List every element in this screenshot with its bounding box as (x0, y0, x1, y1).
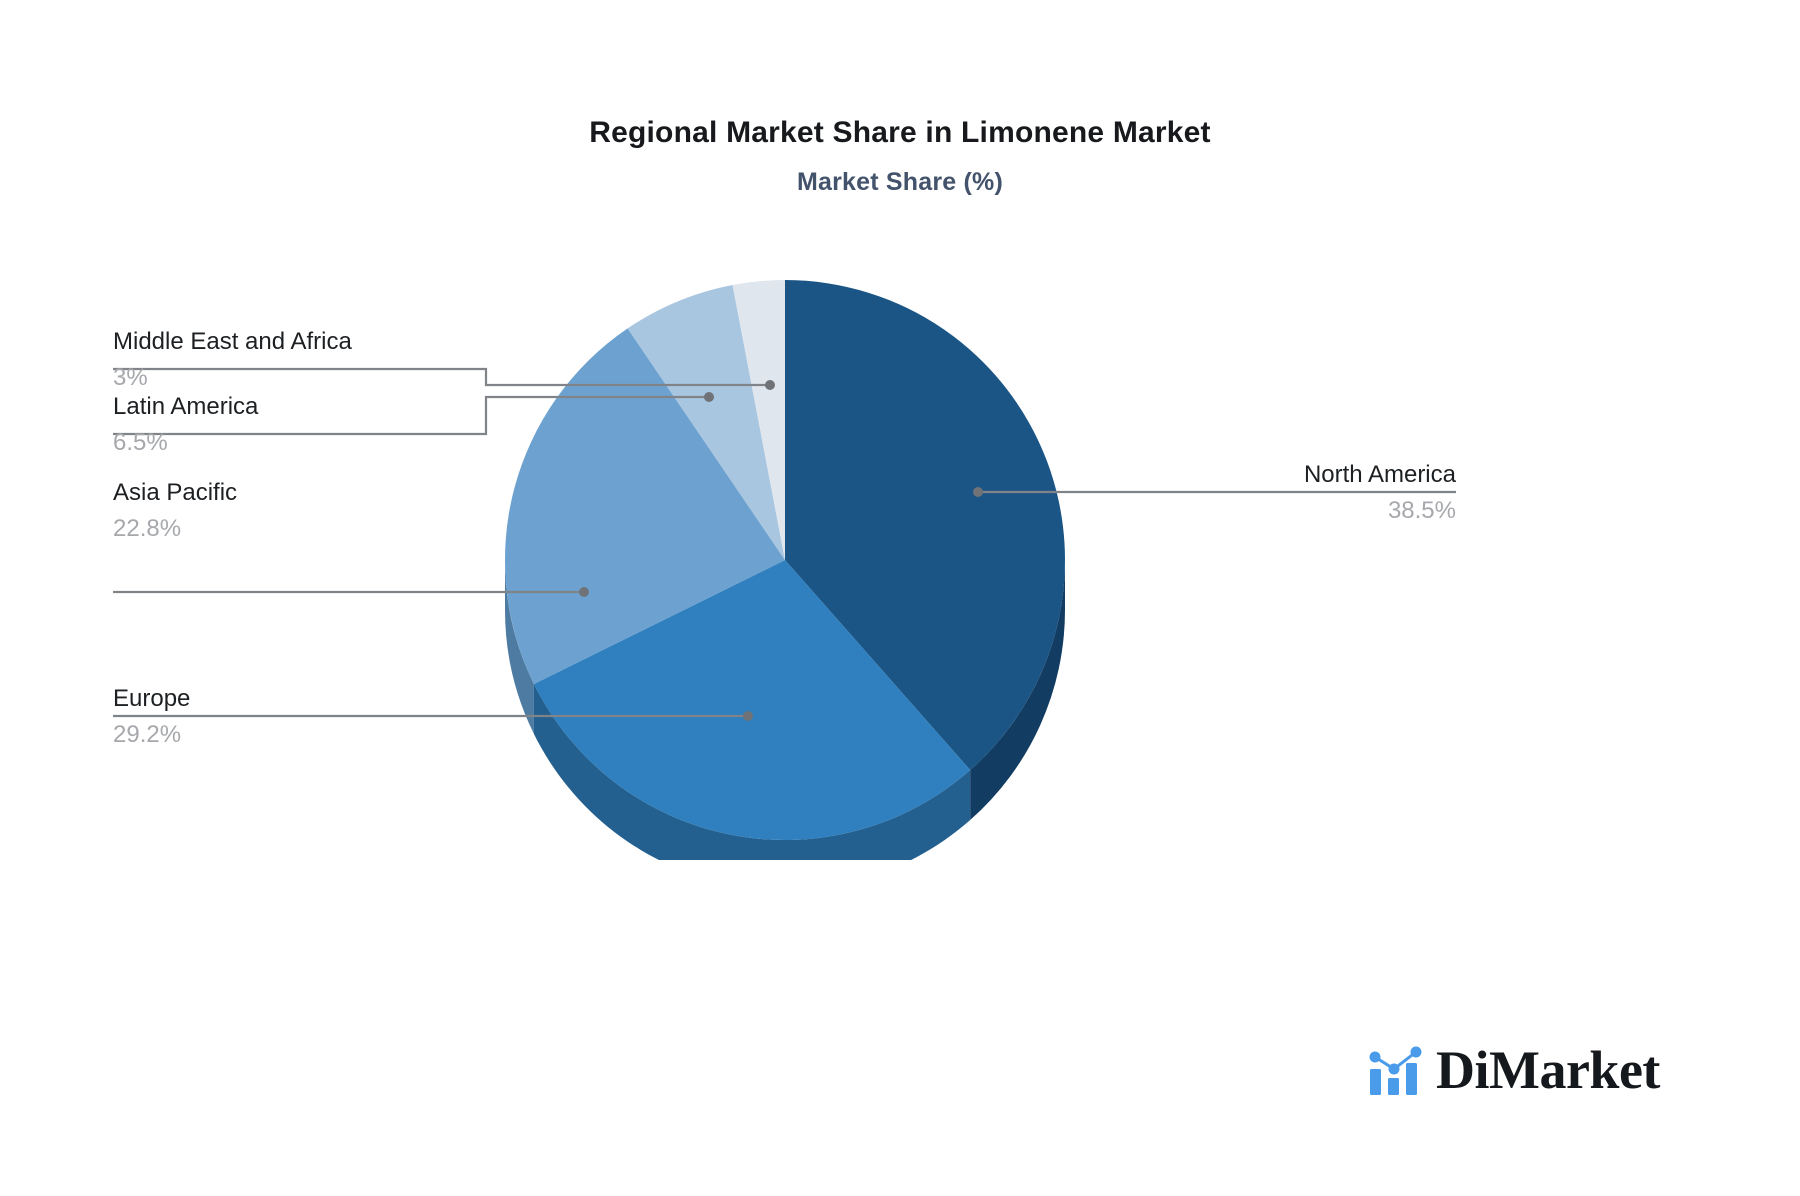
pie-slice-europe[interactable] (533, 560, 971, 840)
callout-value-middle-east-and-africa: 3% (113, 364, 148, 391)
pie-slices (505, 280, 1065, 840)
callout-value-latin-america: 6.5% (113, 429, 168, 456)
pie-depth-asia-pacific (505, 560, 534, 734)
callout-label-latin-america: Latin America (113, 393, 259, 420)
pie-depth-europe (533, 683, 971, 860)
callout-europe[interactable]: Europe 29.2% (113, 685, 190, 749)
leader-dot-europe (743, 711, 753, 721)
leader-line-latin-america (113, 395, 707, 436)
chart-subtitle: Market Share (%) (796, 168, 1004, 196)
callout-label-asia-pacific: Asia Pacific (113, 479, 238, 506)
callout-asia-pacific[interactable]: Asia Pacific 22.8% (113, 479, 237, 543)
leader-dot-latin-america (704, 392, 714, 402)
callout-value-north-america: 38.5% (1387, 497, 1456, 524)
pie-slice-asia-pacific[interactable] (505, 328, 785, 684)
callout-label-middle-east-and-africa: Middle East and Africa (113, 328, 352, 355)
pie-depth-north-america (970, 560, 1065, 821)
callout-north-america[interactable]: North America 38.5% (1056, 461, 1456, 525)
leader-dot-middle-east-and-africa (765, 380, 775, 390)
leader-dot-north-america (973, 487, 983, 497)
callout-label-europe: Europe (113, 685, 191, 712)
pie-slice-middle-east-and-africa[interactable] (732, 280, 785, 560)
pie-slice-north-america[interactable] (785, 280, 1065, 771)
callout-latin-america[interactable]: Latin America 6.5% (113, 393, 258, 457)
pie-slice-latin-america[interactable] (627, 284, 785, 560)
brand-logo-text: DiMarket (1436, 1040, 1660, 1100)
leader-dot-asia-pacific (579, 587, 589, 597)
callout-label-north-america: North America (1303, 461, 1456, 488)
callout-value-europe: 29.2% (113, 721, 182, 748)
page-title: Regional Market Share in Limonene Market (589, 116, 1211, 149)
leader-line-middle-east-and-africa (113, 367, 768, 387)
pie-depth-layer (505, 560, 1065, 860)
callout-value-asia-pacific: 22.8% (113, 515, 182, 542)
bar-chart-icon (1369, 1046, 1422, 1095)
leader-lines (113, 367, 1456, 721)
brand-logo[interactable]: DiMarket (1368, 1043, 1660, 1097)
callout-middle-east-and-africa[interactable]: Middle East and Africa 3% (113, 328, 352, 392)
